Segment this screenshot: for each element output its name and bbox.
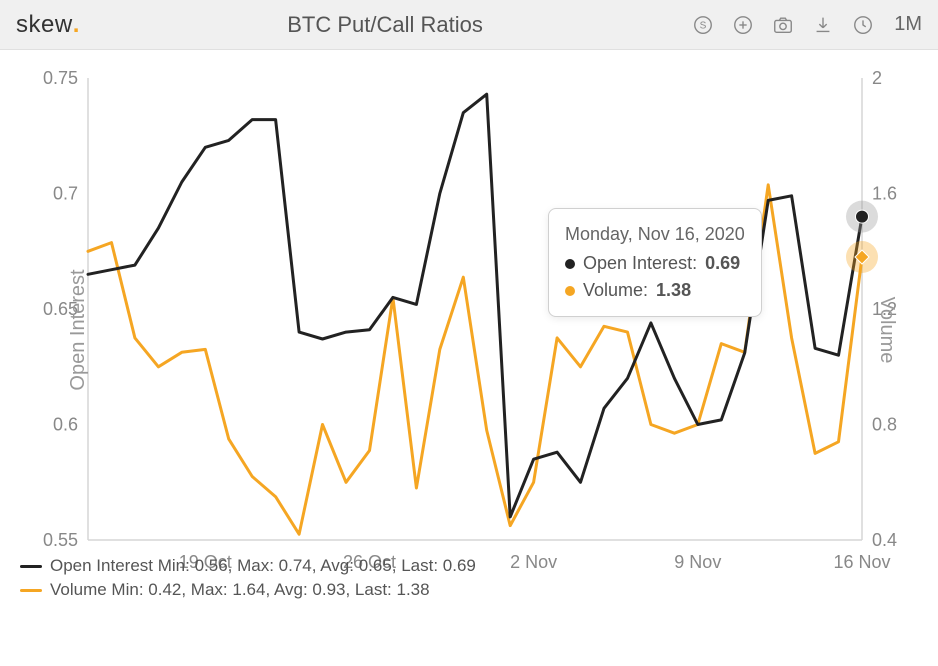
legend-row-oi: Open Interest Min: 0.56, Max: 0.74, Avg:…	[20, 554, 476, 578]
camera-icon[interactable]	[770, 12, 796, 38]
tooltip-oi-value: 0.69	[705, 250, 740, 277]
svg-text:0.55: 0.55	[43, 530, 78, 550]
clock-icon[interactable]	[850, 12, 876, 38]
svg-text:0.8: 0.8	[872, 415, 897, 435]
y-axis-right-label: Volume	[875, 297, 898, 364]
tooltip-row-vol: Volume: 1.38	[565, 277, 745, 304]
tooltip-row-oi: Open Interest: 0.69	[565, 250, 745, 277]
tooltip-dot-vol	[565, 286, 575, 296]
legend: Open Interest Min: 0.56, Max: 0.74, Avg:…	[20, 554, 476, 602]
y-axis-left-label: Open Interest	[67, 269, 90, 390]
chart-area: 0.550.60.650.70.750.40.81.21.6219 Oct26 …	[0, 50, 938, 610]
svg-text:S: S	[700, 20, 707, 31]
tooltip-date: Monday, Nov 16, 2020	[565, 221, 745, 248]
chart-title: BTC Put/Call Ratios	[80, 12, 690, 38]
legend-vol-text: Volume Min: 0.42, Max: 1.64, Avg: 0.93, …	[50, 578, 430, 602]
legend-oi-text: Open Interest Min: 0.56, Max: 0.74, Avg:…	[50, 554, 476, 578]
svg-text:9 Nov: 9 Nov	[674, 552, 721, 572]
brand-name: skew	[16, 11, 73, 38]
toolbar: S 1M	[690, 12, 922, 38]
svg-text:1.6: 1.6	[872, 184, 897, 204]
legend-row-vol: Volume Min: 0.42, Max: 1.64, Avg: 0.93, …	[20, 578, 476, 602]
tooltip-vol-value: 1.38	[656, 277, 691, 304]
brand-dot: .	[73, 11, 80, 38]
tooltip-oi-label: Open Interest:	[583, 250, 697, 277]
svg-text:16 Nov: 16 Nov	[833, 552, 890, 572]
download-icon[interactable]	[810, 12, 836, 38]
period-label[interactable]: 1M	[894, 13, 922, 36]
brand-logo: skew.	[16, 11, 80, 39]
svg-text:0.4: 0.4	[872, 530, 897, 550]
header-bar: skew. BTC Put/Call Ratios S 1M	[0, 0, 938, 50]
legend-line-vol	[20, 589, 42, 592]
chart-svg[interactable]: 0.550.60.650.70.750.40.81.21.6219 Oct26 …	[0, 50, 938, 610]
svg-text:0.6: 0.6	[53, 415, 78, 435]
tooltip: Monday, Nov 16, 2020 Open Interest: 0.69…	[548, 208, 762, 317]
svg-text:0.7: 0.7	[53, 184, 78, 204]
add-icon[interactable]	[730, 12, 756, 38]
legend-line-oi	[20, 565, 42, 568]
tooltip-vol-label: Volume:	[583, 277, 648, 304]
tooltip-dot-oi	[565, 259, 575, 269]
svg-text:2: 2	[872, 68, 882, 88]
svg-text:2 Nov: 2 Nov	[510, 552, 557, 572]
currency-icon[interactable]: S	[690, 12, 716, 38]
svg-text:0.75: 0.75	[43, 68, 78, 88]
